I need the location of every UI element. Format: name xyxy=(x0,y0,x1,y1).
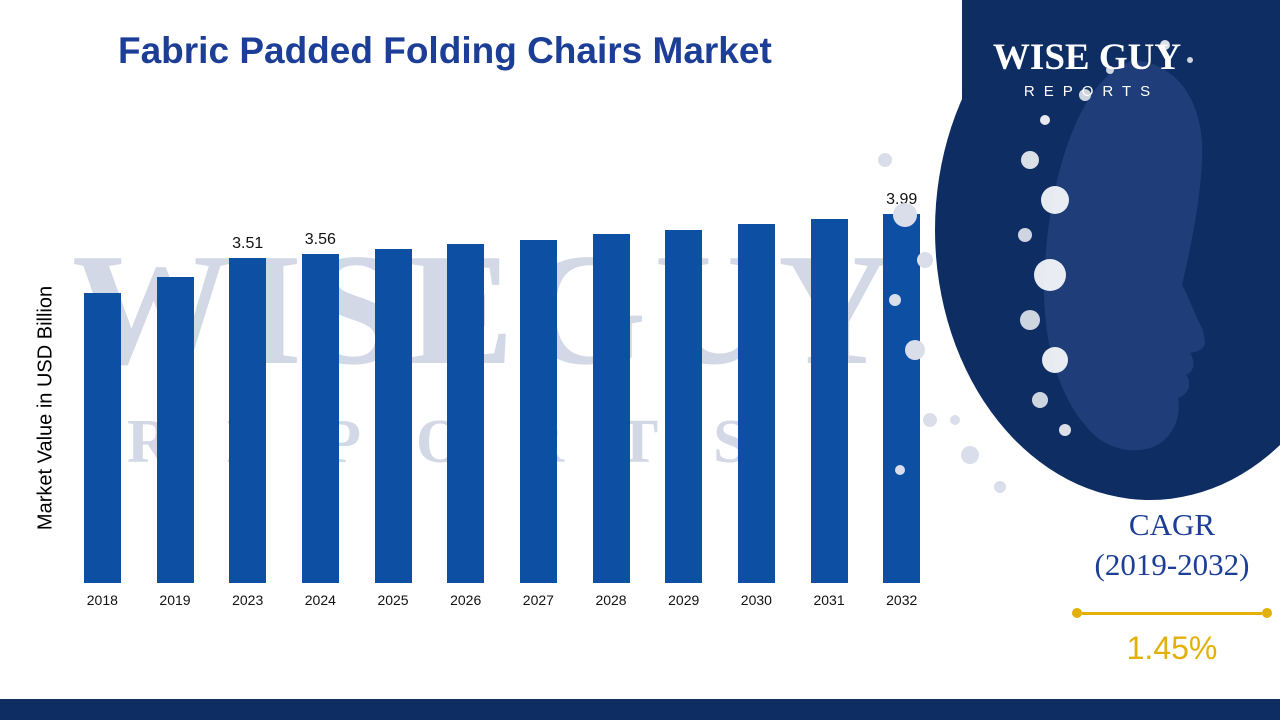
x-tick-label: 2023 xyxy=(232,592,264,608)
footer-bar xyxy=(0,699,1280,720)
bar-2031 xyxy=(810,219,848,583)
page-title: Fabric Padded Folding Chairs Market xyxy=(118,30,772,71)
cagr-value: 1.45% xyxy=(1126,630,1218,666)
bar-slot: 3.99 2032 xyxy=(865,176,938,608)
bar-2030 xyxy=(737,224,775,583)
bar-slot: 2029 xyxy=(647,176,720,608)
bar-slot: 2031 xyxy=(793,176,866,608)
bar-2029 xyxy=(665,230,703,583)
bar-slot: 2019 xyxy=(139,176,212,608)
divider-dot-right xyxy=(1262,608,1272,618)
bar-slot: 2026 xyxy=(429,176,502,608)
bar-2019 xyxy=(156,277,194,583)
bar-slot: 2028 xyxy=(575,176,648,608)
x-tick-label: 2026 xyxy=(450,592,482,608)
logo-subtext: REPORTS xyxy=(1023,82,1160,100)
bar-2032 xyxy=(883,214,921,583)
bar-value-label: 3.99 xyxy=(886,191,918,208)
divider-dot-left xyxy=(1072,608,1082,618)
x-tick-label: 2030 xyxy=(740,592,772,608)
cagr-divider xyxy=(1072,608,1272,618)
bar-chart: 2018 2019 3.51 2023 3.56 2024 2025 2026 2027 2028… xyxy=(66,176,938,608)
bar-2028 xyxy=(592,234,630,583)
bar-slot: 3.56 2024 xyxy=(284,176,357,608)
divider-line xyxy=(1082,611,1262,615)
bar-2024 xyxy=(301,254,339,583)
face-profile-icon xyxy=(1044,60,1205,451)
bar-value-label: 3.51 xyxy=(232,235,264,252)
decor-dots-gray xyxy=(878,153,1006,493)
brand-panel-graphic xyxy=(878,0,1280,500)
bar-slot: 2030 xyxy=(720,176,793,608)
bar-2023 xyxy=(229,258,267,583)
x-tick-label: 2028 xyxy=(595,592,627,608)
x-tick-label: 2025 xyxy=(377,592,409,608)
x-tick-label: 2032 xyxy=(886,592,918,608)
bar-2018 xyxy=(83,293,121,583)
x-tick-label: 2024 xyxy=(304,592,336,608)
bar-slot: 3.51 2023 xyxy=(211,176,284,608)
bar-2026 xyxy=(447,244,485,583)
cagr-title: CAGR xyxy=(1128,507,1216,542)
logo-wordmark: WISE GUY xyxy=(992,37,1182,78)
cagr-range: (2019-2032) xyxy=(1094,547,1250,583)
x-tick-label: 2027 xyxy=(522,592,554,608)
y-axis-label: Market Value in USD Billion xyxy=(34,285,57,531)
decor-dots-white xyxy=(1018,40,1193,436)
x-tick-label: 2018 xyxy=(86,592,118,608)
bar-2027 xyxy=(519,240,557,583)
x-tick-label: 2029 xyxy=(668,592,700,608)
bar-2025 xyxy=(374,249,412,583)
x-tick-label: 2019 xyxy=(159,592,191,608)
bar-slot: 2027 xyxy=(502,176,575,608)
cagr-label: CAGR (2019-2032) xyxy=(1072,505,1272,586)
bar-value-label: 3.56 xyxy=(304,231,336,248)
bar-slot: 2018 xyxy=(66,176,139,608)
brand-logo: WISE GUY REPORTS xyxy=(982,37,1192,100)
x-tick-label: 2031 xyxy=(813,592,845,608)
bar-slot: 2025 xyxy=(357,176,430,608)
